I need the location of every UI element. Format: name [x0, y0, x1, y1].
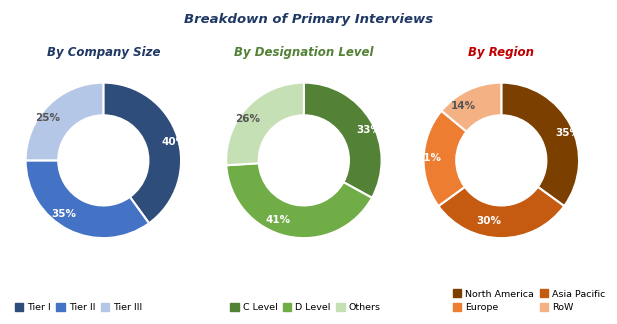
Title: By Region: By Region [468, 46, 534, 59]
Legend: Tier I, Tier II, Tier III: Tier I, Tier II, Tier III [11, 299, 146, 316]
Text: 35%: 35% [51, 209, 76, 219]
Text: 33%: 33% [356, 124, 381, 134]
Title: By Designation Level: By Designation Level [234, 46, 374, 59]
Text: 41%: 41% [265, 214, 291, 225]
Text: 35%: 35% [555, 128, 581, 138]
Text: 26%: 26% [234, 114, 260, 124]
Text: 25%: 25% [35, 112, 60, 122]
Text: 30%: 30% [476, 216, 501, 226]
Wedge shape [441, 83, 502, 132]
Text: Breakdown of Primary Interviews: Breakdown of Primary Interviews [184, 13, 433, 26]
Legend: North America, Europe, Asia Pacific, RoW: North America, Europe, Asia Pacific, RoW [449, 286, 609, 316]
Wedge shape [424, 111, 466, 206]
Legend: C Level, D Level, Others: C Level, D Level, Others [226, 299, 384, 316]
Wedge shape [25, 160, 149, 238]
Wedge shape [439, 187, 564, 238]
Wedge shape [304, 83, 381, 198]
Text: 40%: 40% [161, 137, 186, 147]
Wedge shape [226, 83, 304, 165]
Wedge shape [25, 83, 104, 160]
Wedge shape [501, 83, 579, 206]
Title: By Company Size: By Company Size [47, 46, 160, 59]
Text: 21%: 21% [416, 154, 441, 164]
Wedge shape [226, 163, 372, 238]
Text: 14%: 14% [450, 100, 476, 110]
Wedge shape [103, 83, 181, 223]
